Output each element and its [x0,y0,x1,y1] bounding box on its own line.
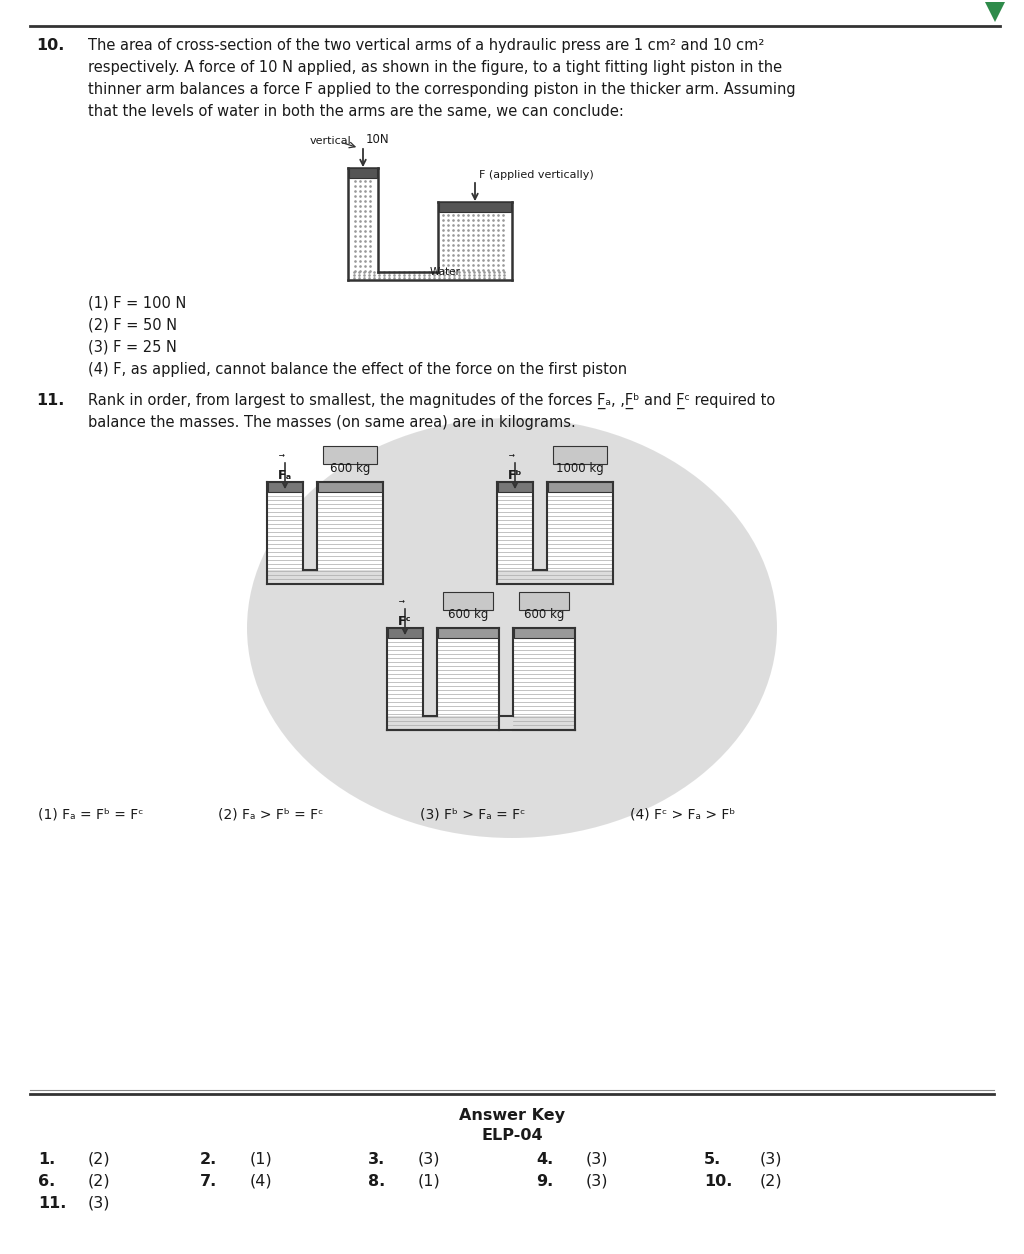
Bar [553,446,607,464]
Ellipse shape [247,418,777,838]
Bar [437,628,499,716]
Text: F (applied vertically): F (applied vertically) [479,171,594,181]
Text: ELP-04: ELP-04 [481,1129,543,1142]
Text: (1) F = 100 N: (1) F = 100 N [88,296,186,311]
Text: 2.: 2. [200,1152,217,1167]
Text: 600 kg: 600 kg [330,461,371,475]
Text: (1): (1) [250,1152,272,1167]
Bar [439,202,511,212]
Bar [438,628,498,638]
Text: 7.: 7. [200,1174,217,1189]
Text: (3): (3) [586,1152,608,1167]
Text: (1): (1) [418,1174,440,1189]
Text: (4) F, as applied, cannot balance the effect of the force on the first piston: (4) F, as applied, cannot balance the ef… [88,362,627,377]
Text: 600 kg: 600 kg [447,608,488,621]
Text: (3): (3) [586,1174,608,1189]
Bar [349,168,377,178]
Text: 9.: 9. [536,1174,553,1189]
Polygon shape [985,3,1005,23]
Text: 10N: 10N [366,133,389,145]
Text: 8.: 8. [368,1174,385,1189]
Text: 6.: 6. [38,1174,55,1189]
Text: (3) F = 25 N: (3) F = 25 N [88,340,177,355]
Text: respectively. A force of 10 N applied, as shown in the figure, to a tight fittin: respectively. A force of 10 N applied, a… [88,60,782,75]
Text: (3): (3) [760,1152,782,1167]
Text: (2) Fₐ > Fᵇ = Fᶜ: (2) Fₐ > Fᵇ = Fᶜ [218,808,324,823]
Text: (1) Fₐ = Fᵇ = Fᶜ: (1) Fₐ = Fᵇ = Fᶜ [38,808,143,823]
Text: ⃗
Fᶜ: ⃗ Fᶜ [398,599,412,628]
Bar [387,628,423,716]
Text: 1.: 1. [38,1152,55,1167]
Text: Water: Water [430,267,461,277]
Bar [267,482,303,571]
Text: 4.: 4. [536,1152,553,1167]
Text: Answer Key: Answer Key [459,1109,565,1124]
Text: vertical: vertical [310,135,352,145]
Bar [547,482,613,571]
Text: (3): (3) [88,1196,111,1211]
Text: (4) Fᶜ > Fₐ > Fᵇ: (4) Fᶜ > Fₐ > Fᵇ [630,808,735,823]
Text: 11.: 11. [38,1196,67,1211]
Text: balance the masses. The masses (on same area) are in kilograms.: balance the masses. The masses (on same … [88,415,575,430]
Text: Rank in order, from largest to smallest, the magnitudes of the forces F̲ₐ, ,F̲ᵇ : Rank in order, from largest to smallest,… [88,393,775,409]
Text: 3.: 3. [368,1152,385,1167]
Bar [443,592,493,609]
Bar [268,482,302,492]
Text: The area of cross-section of the two vertical arms of a hydraulic press are 1 cm: The area of cross-section of the two ver… [88,38,764,53]
Text: 5.: 5. [705,1152,721,1167]
Bar [514,628,574,638]
Bar [497,482,534,571]
Text: (2): (2) [88,1152,111,1167]
Text: (3) Fᵇ > Fₐ = Fᶜ: (3) Fᵇ > Fₐ = Fᶜ [420,808,525,823]
Text: 600 kg: 600 kg [524,608,564,621]
Text: (3): (3) [418,1152,440,1167]
Bar [323,446,377,464]
Bar [318,482,382,492]
Text: (4): (4) [250,1174,272,1189]
Text: ⃗
Fᵇ: ⃗ Fᵇ [508,454,522,482]
Text: (2): (2) [88,1174,111,1189]
Text: 1000 kg: 1000 kg [556,461,604,475]
Text: ⃗
Fₐ: ⃗ Fₐ [278,454,292,482]
Text: 11.: 11. [36,393,65,408]
Bar [388,628,422,638]
Bar [519,592,569,609]
Text: that the levels of water in both the arms are the same, we can conclude:: that the levels of water in both the arm… [88,104,624,119]
Text: 10.: 10. [705,1174,732,1189]
Bar [317,482,383,571]
Bar [548,482,612,492]
Text: (2) F = 50 N: (2) F = 50 N [88,319,177,334]
Text: 10.: 10. [36,38,65,53]
Bar [498,482,532,492]
Text: thinner arm balances a force F applied to the corresponding piston in the thicke: thinner arm balances a force F applied t… [88,82,796,97]
Bar [513,628,575,716]
Text: (2): (2) [760,1174,782,1189]
